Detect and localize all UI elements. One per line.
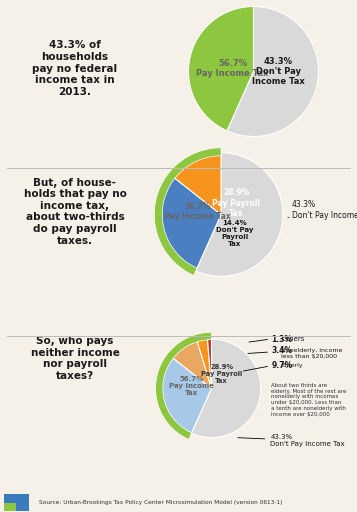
Wedge shape	[172, 153, 221, 215]
Text: Others: Others	[281, 336, 305, 342]
Text: 43.3%
Don't Pay Income Tax: 43.3% Don't Pay Income Tax	[288, 200, 357, 220]
Wedge shape	[191, 339, 261, 438]
Text: 3.4%: 3.4%	[271, 346, 292, 355]
Text: Elderly: Elderly	[281, 364, 303, 369]
Wedge shape	[156, 332, 211, 439]
Text: 43.3%
Don't Pay
Income Tax: 43.3% Don't Pay Income Tax	[252, 57, 305, 87]
Wedge shape	[188, 7, 253, 131]
Text: 43.3% of
households
pay no federal
income tax in
2013.: 43.3% of households pay no federal incom…	[32, 40, 117, 97]
Text: 9.7%: 9.7%	[271, 361, 292, 371]
Text: So, who pays
neither income
nor payroll
taxes?: So, who pays neither income nor payroll …	[31, 336, 119, 381]
Bar	[4, 503, 16, 511]
Text: less than $20,000: less than $20,000	[281, 354, 337, 359]
Wedge shape	[196, 153, 283, 276]
Text: 56.7%
Pay Income
Tax: 56.7% Pay Income Tax	[170, 375, 215, 396]
Wedge shape	[197, 339, 211, 388]
Text: 1.3%: 1.3%	[271, 334, 292, 344]
Text: 56.7%
Pay Income Tax: 56.7% Pay Income Tax	[164, 202, 231, 221]
Text: 28.9%
Pay Payroll
Tax: 28.9% Pay Payroll Tax	[201, 365, 242, 385]
Wedge shape	[159, 176, 221, 271]
Wedge shape	[227, 7, 318, 137]
Text: 56.7%
Pay Income Tax: 56.7% Pay Income Tax	[196, 58, 269, 78]
Text: 28.9%
Pay Payroll
Tax: 28.9% Pay Payroll Tax	[212, 188, 261, 218]
Text: Nonelderly, income: Nonelderly, income	[281, 348, 343, 353]
Bar	[4, 495, 29, 511]
Text: But, of house-
holds that pay no
income tax,
about two-thirds
do pay payroll
tax: But, of house- holds that pay no income …	[24, 178, 126, 246]
Text: About two thirds are
elderly. Most of the rest are
nonelderly with incomes
under: About two thirds are elderly. Most of th…	[271, 383, 347, 417]
Text: 14.4%
Don't Pay
Payroll
Tax: 14.4% Don't Pay Payroll Tax	[216, 220, 253, 247]
Wedge shape	[207, 339, 211, 388]
Text: Source: Urban-Brookings Tax Policy Center Microsimulation Model (version 0613-1): Source: Urban-Brookings Tax Policy Cente…	[39, 500, 283, 505]
Wedge shape	[162, 358, 211, 433]
Wedge shape	[154, 148, 221, 275]
Text: 43.3%
Don't Pay Income Tax: 43.3% Don't Pay Income Tax	[238, 434, 345, 447]
Wedge shape	[173, 341, 211, 388]
